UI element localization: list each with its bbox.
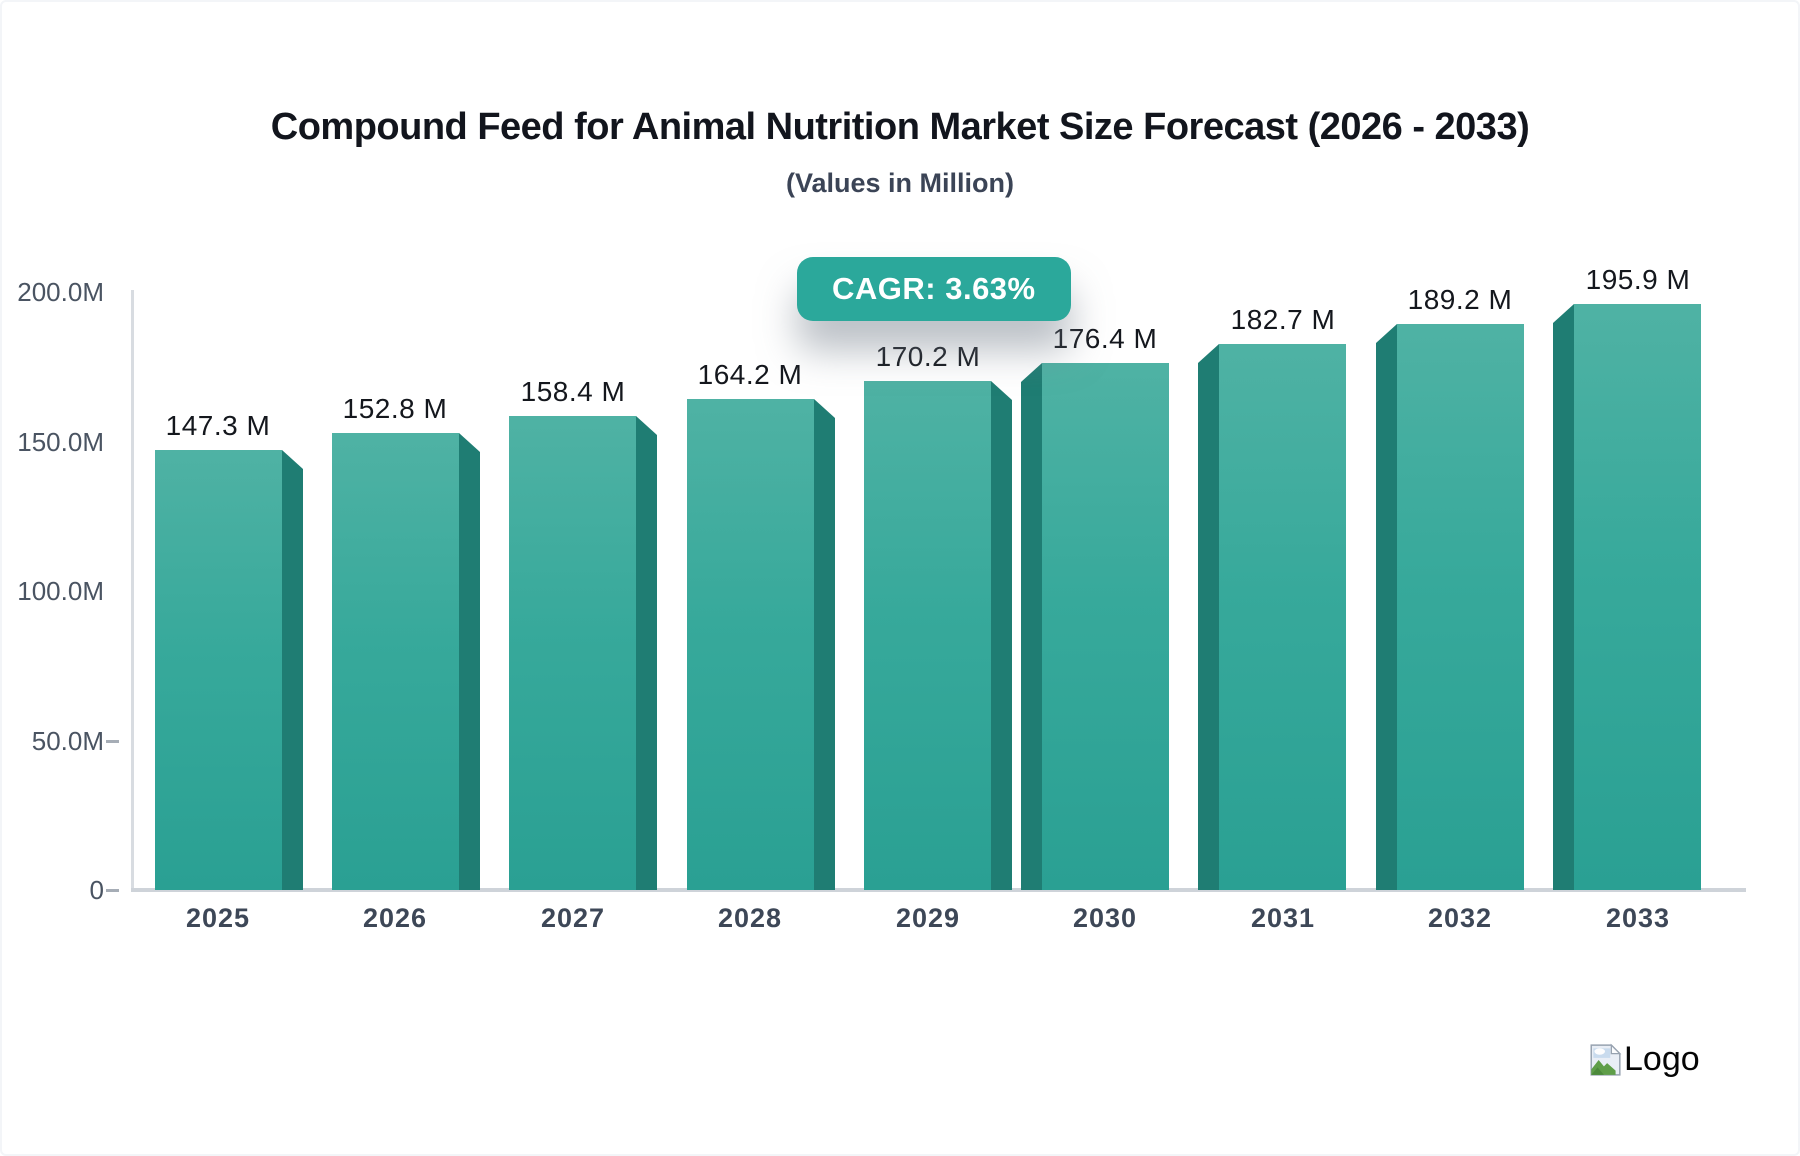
bar-value-label-2025: 147.3 M <box>165 410 271 441</box>
bar-side-2033 <box>1553 304 1574 890</box>
bar-value-label-2033: 195.9 M <box>1585 264 1691 295</box>
bar-value-label-2029: 170.2 M <box>875 341 981 372</box>
x-tick-label-2030: 2030 <box>1072 903 1138 933</box>
x-tick-label-2028: 2028 <box>717 903 783 933</box>
y-tick-label: 150.0M <box>17 426 104 457</box>
bar-face-2030 <box>1042 363 1169 890</box>
bar-side-2025 <box>282 450 303 890</box>
bar-value-label-2026: 152.8 M <box>342 393 448 424</box>
chart-subtitle: (Values in Million) <box>785 168 1015 198</box>
bar-value-label-2031: 182.7 M <box>1230 304 1336 335</box>
y-tick-mark <box>106 889 119 892</box>
bar-face-2027 <box>509 416 636 890</box>
bar-side-2029 <box>991 381 1012 890</box>
y-tick-label: 100.0M <box>17 576 104 606</box>
y-tick-label: 200.0M <box>17 277 104 307</box>
x-tick-label-2029: 2029 <box>895 903 961 933</box>
x-tick-label-2031: 2031 <box>1250 903 1316 933</box>
x-axis-line <box>131 888 1746 892</box>
chart-title: Compound Feed for Animal Nutrition Marke… <box>270 106 1530 148</box>
broken-image-icon <box>1590 1043 1622 1076</box>
y-axis-line <box>131 290 134 891</box>
cagr-badge: CAGR: 3.63% <box>797 257 1071 321</box>
x-tick-label-2032: 2032 <box>1427 903 1493 933</box>
bar-side-2030 <box>1021 363 1042 890</box>
x-tick-label-2033: 2033 <box>1605 903 1671 933</box>
logo: Logo <box>1587 1040 1700 1079</box>
bar-side-2027 <box>636 416 657 890</box>
logo-text: Logo <box>1624 1040 1700 1078</box>
y-tick-label: 50.0M <box>31 725 104 756</box>
bar-face-2029 <box>864 381 991 890</box>
bar-value-label-2028: 164.2 M <box>697 359 803 390</box>
bar-face-2028 <box>687 399 814 890</box>
y-tick-label: 0 <box>89 875 104 905</box>
bar-face-2025 <box>155 450 282 890</box>
x-tick-label-2026: 2026 <box>362 903 428 933</box>
bar-value-label-2032: 189.2 M <box>1407 284 1513 315</box>
bar-side-2026 <box>459 433 480 890</box>
bar-face-2031 <box>1219 344 1346 890</box>
bar-face-2033 <box>1574 304 1701 890</box>
bar-value-label-2030: 176.4 M <box>1052 323 1158 354</box>
bar-side-2031 <box>1198 344 1219 890</box>
x-tick-label-2025: 2025 <box>185 903 251 933</box>
bar-face-2032 <box>1397 324 1524 890</box>
y-tick-mark <box>106 739 119 743</box>
bar-face-2026 <box>332 433 459 890</box>
bar-side-2028 <box>814 399 835 890</box>
bar-value-label-2027: 158.4 M <box>520 376 626 407</box>
x-tick-label-2027: 2027 <box>540 903 606 933</box>
bar-side-2032 <box>1376 324 1397 890</box>
